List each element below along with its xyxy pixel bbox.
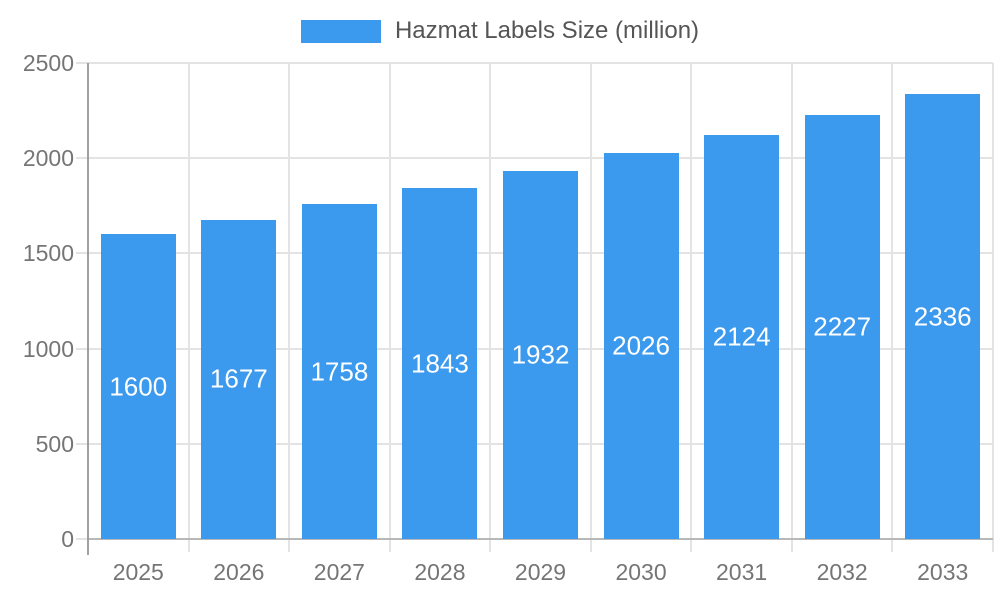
gridline-vertical-6 [690, 63, 693, 552]
bar-2027[interactable]: 1758 [301, 204, 377, 539]
gridline-vertical-5 [589, 63, 592, 552]
bar-value-label-2026: 1677 [209, 363, 268, 394]
bar-value-label-2028: 1843 [411, 348, 469, 379]
x-axis-tick-label-2025: 2025 [112, 559, 164, 585]
plot-area: 1600 1677 1758 1843 1932 2026 2124 2227 2336 [76, 62, 994, 555]
x-axis-tick-label-2028: 2028 [414, 559, 466, 585]
gridline-vertical-3 [388, 63, 391, 552]
gridline-vertical-8 [891, 63, 894, 552]
y-axis-tick-label-1500: 1500 [22, 240, 74, 267]
x-axis-tick-label-2030: 2030 [615, 559, 667, 585]
y-axis-tick-label-0: 0 [61, 526, 74, 552]
y-tick-0 [76, 538, 88, 540]
x-axis-tick-label-2027: 2027 [313, 559, 365, 585]
bar-value-label-2032: 2227 [813, 311, 872, 342]
bar-2033[interactable]: 2336 [905, 94, 981, 539]
gridline-vertical-4 [489, 63, 492, 552]
gridline-vertical-9 [992, 63, 994, 552]
bar-value-label-2030: 2026 [612, 330, 670, 361]
bar-value-label-2025: 1600 [109, 371, 168, 402]
x-axis-tick-label-2031: 2031 [716, 559, 768, 585]
bar-2026[interactable]: 1677 [201, 219, 277, 539]
legend[interactable]: Hazmat Labels Size (million) [0, 18, 1000, 44]
bar-value-label-2031: 2124 [712, 321, 771, 352]
gridline-vertical-2 [288, 63, 291, 552]
bar-2029[interactable]: 1932 [503, 171, 578, 539]
gridline-horizontal-2500 [88, 62, 993, 64]
gridline-horizontal-0 [88, 538, 993, 540]
y-tick-1500 [76, 252, 88, 255]
gridline-vertical-7 [790, 63, 793, 552]
y-tick-2500 [76, 62, 88, 64]
y-axis-tick-label-500: 500 [35, 430, 74, 457]
legend-label: Hazmat Labels Size (million) [394, 17, 700, 44]
x-axis-tick-label-2026: 2026 [213, 559, 265, 585]
bar-2032[interactable]: 2227 [804, 114, 880, 539]
y-axis-line [87, 63, 89, 555]
x-axis-tick-label-2032: 2032 [816, 559, 868, 585]
bar-value-label-2029: 1932 [511, 339, 570, 370]
gridline-horizontal-2000 [88, 157, 993, 160]
y-axis-tick-label-2000: 2000 [22, 145, 74, 172]
y-tick-500 [76, 442, 88, 445]
bar-2030[interactable]: 2026 [603, 153, 679, 539]
y-tick-2000 [76, 157, 88, 160]
gridline-vertical-1 [187, 63, 190, 552]
y-tick-1000 [76, 347, 88, 350]
y-axis-tick-label-2500: 2500 [22, 50, 74, 76]
x-axis-tick-label-2029: 2029 [514, 559, 567, 585]
legend-swatch-icon [300, 19, 381, 43]
bar-2031[interactable]: 2124 [704, 134, 780, 539]
bar-value-label-2027: 1758 [310, 356, 369, 387]
bar-2025[interactable]: 1600 [100, 234, 176, 539]
y-axis-tick-label-1000: 1000 [22, 335, 74, 362]
bar-2028[interactable]: 1843 [402, 188, 478, 539]
x-axis-tick-label-2033: 2033 [917, 559, 969, 585]
bar-value-label-2033: 2336 [913, 301, 972, 332]
